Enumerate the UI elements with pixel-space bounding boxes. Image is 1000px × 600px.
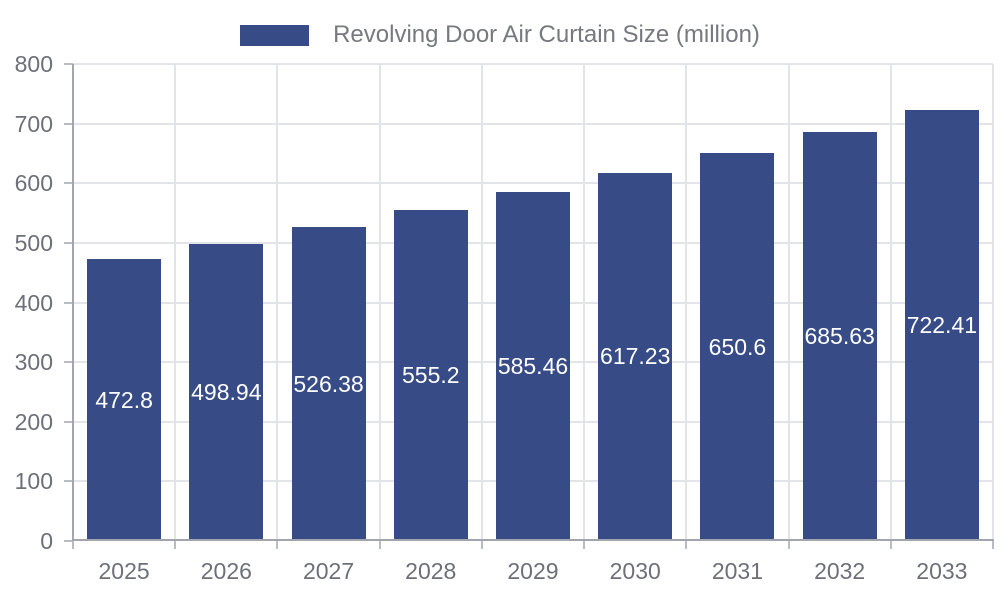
y-axis-tick-label: 300 [14, 349, 53, 376]
bar-value-label: 685.63 [804, 323, 875, 350]
x-axis-tick [685, 541, 688, 549]
bar-2030[interactable]: 617.23 [598, 172, 673, 541]
x-axis-tick [174, 541, 177, 549]
y-axis-tick-label: 100 [14, 468, 53, 495]
y-axis-tick [64, 480, 73, 483]
bar-2029[interactable]: 585.46 [496, 191, 570, 541]
bar-2027[interactable]: 526.38 [291, 227, 366, 541]
x-axis-tick [787, 541, 790, 549]
bar-value-label: 722.41 [906, 312, 978, 339]
bar-value-label: 650.6 [708, 333, 767, 360]
y-axis-tick-label: 800 [14, 51, 53, 77]
bar-value-label: 498.94 [191, 378, 262, 405]
bar-2033[interactable]: 722.41 [904, 110, 979, 541]
bar-2031[interactable]: 650.6 [700, 153, 775, 541]
x-axis-tick-label: 2032 [814, 558, 866, 584]
v-gridline [378, 64, 381, 541]
bar-value-label: 617.23 [600, 343, 671, 370]
y-axis-tick-label: 400 [14, 289, 53, 316]
x-axis-tick-label: 2028 [405, 558, 457, 584]
x-axis-tick [378, 541, 381, 549]
plot-area: 0 100 200 300 400 500 600 700 800 472.8 2025 498.94… [15, 51, 994, 584]
bar-2026[interactable]: 498.94 [189, 243, 264, 541]
h-gridline [73, 63, 993, 65]
bar-2025[interactable]: 472.8 [87, 259, 162, 541]
x-axis-line [72, 539, 994, 541]
y-axis-line [72, 64, 74, 541]
v-gridline [685, 64, 688, 541]
y-axis-tick [64, 241, 73, 244]
bar-value-label: 585.46 [497, 352, 569, 379]
bar-value-label: 472.8 [95, 386, 153, 413]
v-gridline [480, 64, 483, 541]
v-gridline [889, 64, 892, 541]
x-axis-tick [480, 541, 483, 549]
y-axis-tick [64, 420, 73, 423]
v-gridline [174, 64, 177, 541]
y-axis-tick [64, 63, 73, 65]
bar-2028[interactable]: 555.2 [393, 209, 468, 541]
x-axis-tick-label: 2027 [302, 558, 355, 584]
v-gridline [787, 64, 790, 541]
bar-value-label: 555.2 [401, 361, 460, 388]
v-gridline [583, 64, 586, 541]
v-gridline [276, 64, 279, 541]
y-axis-tick-label: 600 [14, 170, 53, 197]
y-axis-tick [64, 361, 73, 364]
x-axis-tick [583, 541, 586, 549]
legend-item[interactable]: Revolving Door Air Curtain Size (million… [0, 21, 1000, 48]
x-axis-tick [72, 541, 74, 549]
bar-2032[interactable]: 685.63 [802, 132, 877, 541]
x-axis-tick-label: 2025 [98, 558, 150, 584]
x-axis-tick-label: 2030 [609, 558, 661, 584]
y-axis-tick [64, 122, 73, 125]
y-axis-tick-label: 200 [14, 408, 53, 435]
y-axis-tick-label: 700 [14, 110, 53, 137]
h-gridline [73, 122, 993, 125]
bar-value-label: 526.38 [293, 370, 364, 397]
y-axis-tick [64, 540, 73, 542]
y-axis-tick-label: 500 [14, 229, 53, 256]
x-axis-tick [276, 541, 279, 549]
x-axis-tick [992, 541, 994, 549]
v-gridline [992, 64, 994, 541]
x-axis-tick [889, 541, 892, 549]
x-axis-tick-label: 2029 [507, 558, 559, 584]
x-axis-tick-label: 2026 [200, 558, 252, 584]
legend-swatch [240, 24, 310, 46]
h-gridline [73, 182, 993, 185]
y-axis-tick [64, 301, 73, 304]
x-axis-tick-label: 2033 [916, 558, 968, 584]
legend-label: Revolving Door Air Curtain Size (million… [333, 21, 760, 48]
y-axis-tick-label: 0 [40, 528, 53, 554]
y-axis-tick [64, 182, 73, 185]
x-axis-tick-label: 2031 [711, 558, 764, 584]
